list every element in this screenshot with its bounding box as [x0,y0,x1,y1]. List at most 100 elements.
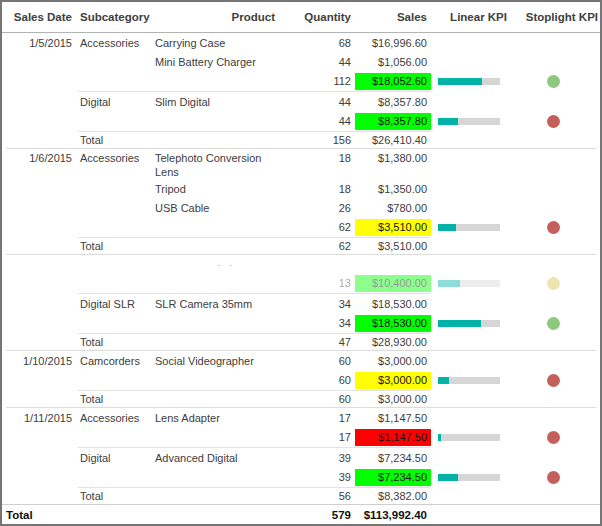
subtotal-row[interactable]: 62$3,510.00 [2,217,600,237]
cell-product: Telephoto Conversion Lens [151,150,277,179]
cell-quantity: 60 [277,391,355,407]
column-header-sales[interactable]: Sales [355,2,431,32]
table-row[interactable]: USB Cable26$780.00 [2,198,600,217]
cell-stoplight-kpi [507,334,600,350]
cell-date [2,52,75,71]
cell-stoplight-kpi [507,179,600,198]
cell-quantity: 18 [277,150,355,179]
linear-kpi-fill [438,280,460,287]
cell-product: SLR Camera 35mm [151,294,277,313]
cell-product [151,370,277,390]
cell-date [2,179,75,198]
linear-kpi-bar [438,434,500,441]
cell-sales: $18,052.60 [355,71,431,91]
cell-subcategory [75,179,151,198]
cell-stoplight-kpi [507,217,600,237]
sales-highlight-cell: $10,400.00 [355,275,431,292]
total-row[interactable]: Total156$26,410.40 [2,132,600,148]
cell-sales: $8,357.80 [355,92,431,111]
gap-row[interactable]: - - [2,255,600,273]
cell-quantity: 60 [277,351,355,370]
column-header-subcategory[interactable]: Subcategory [75,2,151,32]
sales-highlight-cell: $7,234.50 [355,469,431,486]
table-row[interactable]: 1/6/2015AccessoriesTelephoto Conversion … [2,149,600,179]
cell-subcategory: Accessories [75,150,151,179]
table-row[interactable]: Digital SLRSLR Camera 35mm34$18,530.00 [2,294,600,313]
cell-sales: $8,382.00 [355,488,431,504]
cell-linear-kpi [431,408,507,427]
cell-quantity: 18 [277,179,355,198]
subtotal-row[interactable]: 13$10,400.00 [2,273,600,293]
table-body: 1/5/2015AccessoriesCarrying Case68$16,99… [2,33,600,524]
cell-stoplight-kpi [507,294,600,313]
column-header-sales-date[interactable]: Sales Date [2,2,75,32]
sales-highlight-cell: $18,530.00 [355,315,431,332]
grand-total-row[interactable]: Total579$113,992.40 [2,504,600,524]
cell-stoplight-kpi [507,71,600,91]
stoplight-icon [547,277,560,290]
cell-stoplight-kpi [507,408,600,427]
cell-stoplight-kpi [507,198,600,217]
cell-quantity: 112 [277,71,355,91]
cell-sales: $7,234.50 [355,467,431,487]
cell-quantity: 13 [277,273,355,293]
total-row[interactable]: Total60$3,000.00 [2,391,600,407]
column-header-quantity[interactable]: Quantity [277,2,355,32]
cell-subcategory [75,370,151,390]
total-row[interactable]: Total56$8,382.00 [2,488,600,504]
cell-date [2,448,75,467]
linear-kpi-bar [438,118,500,125]
cell-subcategory [75,198,151,217]
table-row[interactable]: 1/10/2015CamcordersSocial Videographer60… [2,351,600,370]
column-header-linear-kpi[interactable]: Linear KPI [431,2,507,32]
sales-highlight-cell: $3,000.00 [355,372,431,389]
cell-date [2,111,75,131]
subtotal-row[interactable]: 60$3,000.00 [2,370,600,390]
column-header-product[interactable]: Product [151,2,277,32]
subtotal-row[interactable]: 34$18,530.00 [2,313,600,333]
cell-sales: $8,357.80 [355,111,431,131]
subtotal-row[interactable]: 112$18,052.60 [2,71,600,91]
table-header-row: Sales Date Subcategory Product Quantity … [2,2,600,33]
table-row[interactable]: Mini Battery Charger44$1,056.00 [2,52,600,71]
table-row[interactable]: DigitalSlim Digital44$8,357.80 [2,92,600,111]
cell-stoplight-kpi [507,370,600,390]
cell-subcategory: Digital [75,92,151,111]
subtotal-row[interactable]: 39$7,234.50 [2,467,600,487]
cell-product [151,467,277,487]
table-row[interactable]: Tripod18$1,350.00 [2,179,600,198]
cell-sales: $10,400.00 [355,273,431,293]
cell-date [2,217,75,237]
subtotal-row[interactable]: 17$1,147.50 [2,427,600,447]
cell-date [2,132,75,148]
cell-date [2,391,75,407]
sales-highlight-cell: $3,510.00 [355,219,431,236]
column-header-stoplight-kpi[interactable]: Stoplight KPI [507,2,600,32]
cell-quantity: 62 [277,217,355,237]
total-row[interactable]: Total47$28,930.00 [2,334,600,350]
cell-subcategory: Camcorders [75,351,151,370]
table-row[interactable]: 1/11/2015AccessoriesLens Adapter17$1,147… [2,408,600,427]
cell-product [151,313,277,333]
cell-subcategory: Accessories [75,33,151,52]
cell-linear-kpi [431,198,507,217]
cell-subcategory [75,273,151,293]
stoplight-icon [547,115,560,128]
cell-subcategory [75,313,151,333]
cell-stoplight-kpi [507,427,600,447]
table-row[interactable]: 1/5/2015AccessoriesCarrying Case68$16,99… [2,33,600,52]
cell-quantity: 68 [277,33,355,52]
cell-product: Tripod [151,179,277,198]
table-row[interactable]: DigitalAdvanced Digital39$7,234.50 [2,448,600,467]
cell-date: 1/10/2015 [2,351,75,370]
subtotal-row[interactable]: 44$8,357.80 [2,111,600,131]
cell-linear-kpi [431,313,507,333]
linear-kpi-fill [438,474,458,481]
faded-text-artifact: - - [2,259,235,270]
cell-linear-kpi [431,351,507,370]
cell-date [2,198,75,217]
cell-date [2,334,75,350]
cell-linear-kpi [431,179,507,198]
cell-subcategory: Total [75,334,151,350]
total-row[interactable]: Total62$3,510.00 [2,238,600,254]
